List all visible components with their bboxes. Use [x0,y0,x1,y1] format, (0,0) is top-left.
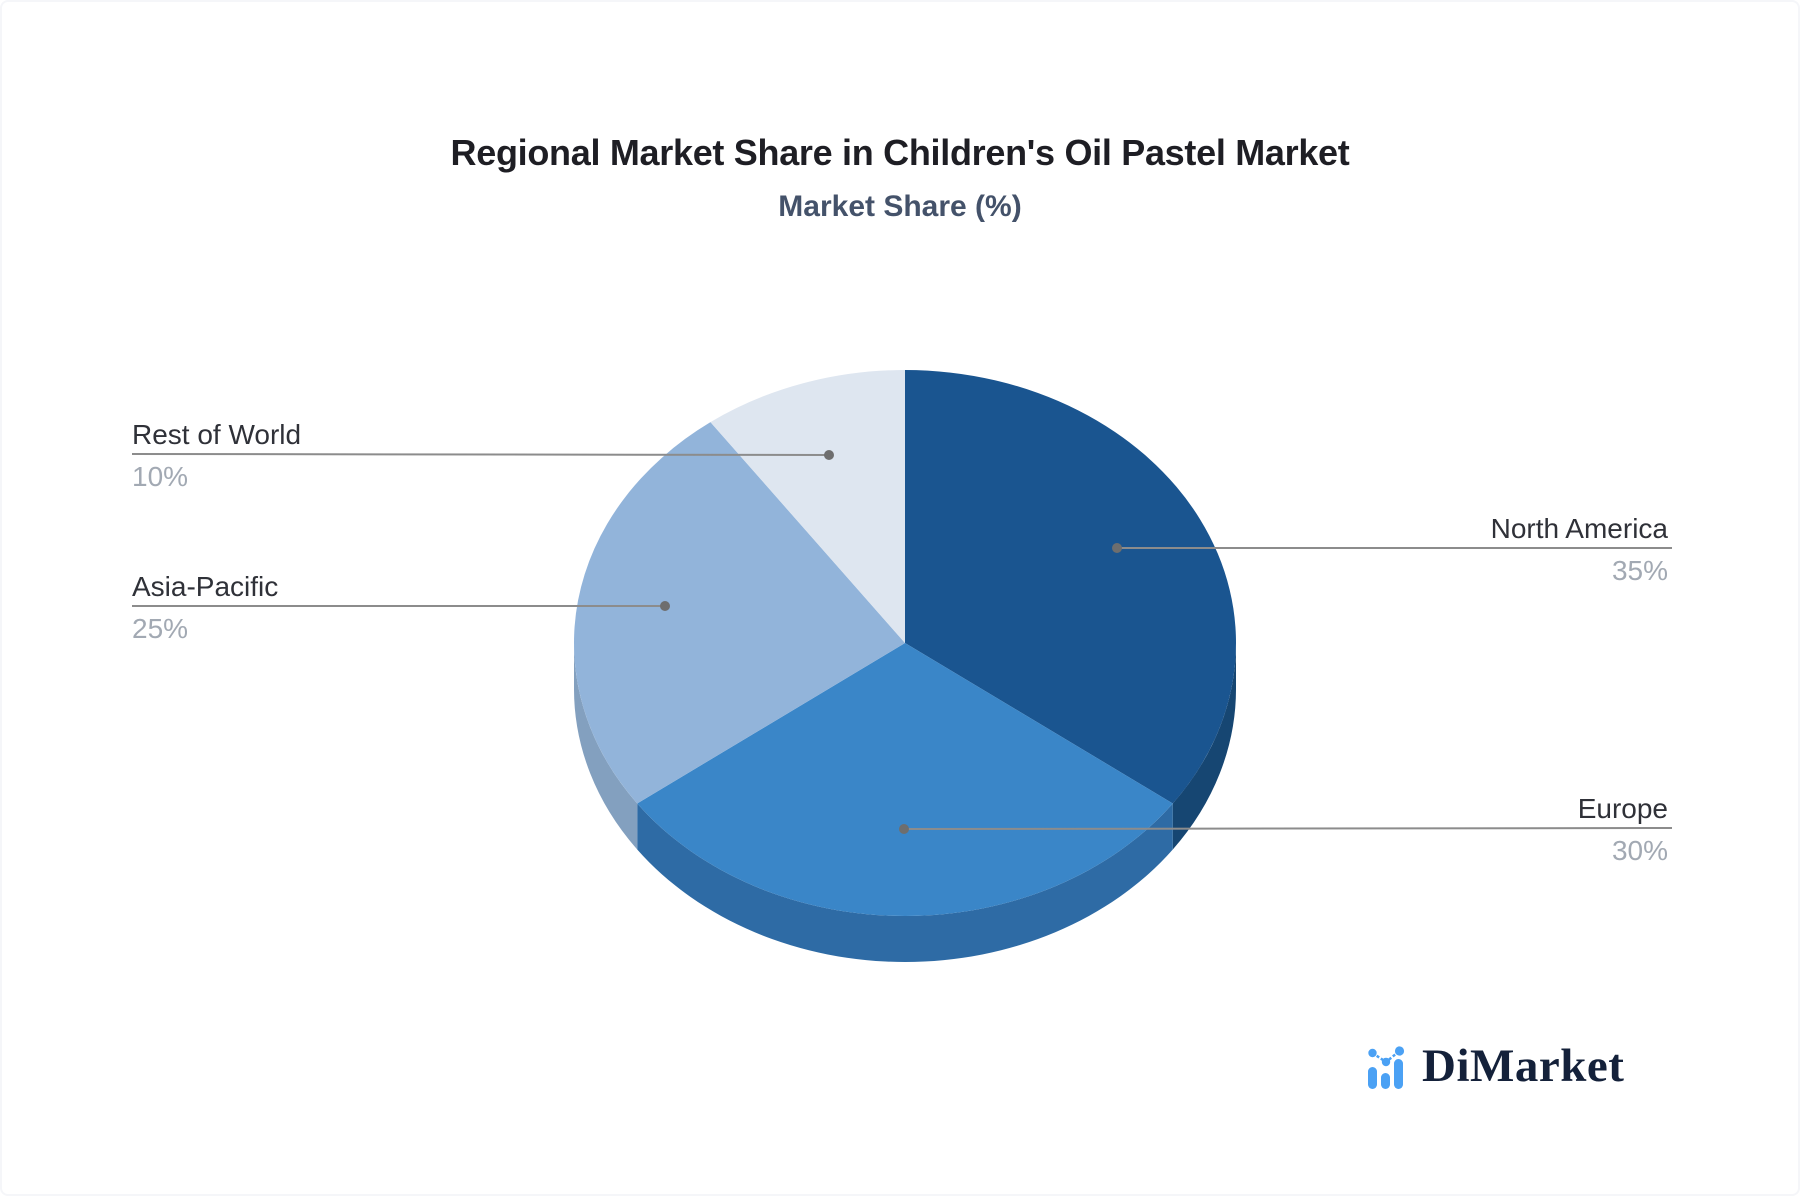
pie-slice [574,422,905,804]
bar-line-chart-icon [1368,1046,1405,1089]
label-anchor-dot [824,450,834,460]
pie-slice [637,643,1173,916]
slice-label-asia-pacific-name: Asia-Pacific [132,571,279,602]
label-anchor-dot [899,824,909,834]
label-leader-line [903,827,1673,830]
pie-slice [905,370,1236,804]
slice-label-europe-name: Europe [1577,793,1668,824]
slice-label-north-america-value: 35% [1611,555,1668,586]
brand-logo-text: DiMarket [1422,1040,1625,1092]
pie-slice-wall [1172,643,1236,850]
label-leader-line [131,453,830,456]
slice-label-asia-pacific-value: 25% [132,613,189,644]
pie-slice-wall [574,643,638,850]
pie-slice-wall [637,803,1173,962]
pie-slice [710,370,905,643]
slice-label-north-america-name: North America [1490,513,1668,544]
label-anchor-dot [660,601,670,611]
chart-subtitle: Market Share (%) [778,190,1022,223]
label-anchor-dot [1112,543,1122,553]
brand-logo: DiMarket [1366,1040,1624,1092]
slice-label-europe-value: 30% [1611,835,1668,866]
slice-label-rest-of-world-value: 10% [132,461,189,492]
slice-label-rest-of-world-name: Rest of World [132,419,302,450]
page-title: Regional Market Share in Children's Oil … [450,132,1350,173]
